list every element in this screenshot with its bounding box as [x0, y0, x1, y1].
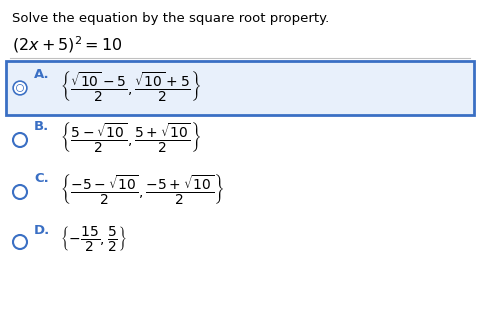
Text: C.: C.	[34, 172, 49, 185]
Text: $\left\{\dfrac{5-\sqrt{10}}{2},\dfrac{5+\sqrt{10}}{2}\right\}$: $\left\{\dfrac{5-\sqrt{10}}{2},\dfrac{5+…	[60, 120, 202, 154]
Circle shape	[13, 81, 27, 95]
Circle shape	[17, 85, 23, 90]
Text: $\left\{-\dfrac{15}{2},\dfrac{5}{2}\right\}$: $\left\{-\dfrac{15}{2},\dfrac{5}{2}\righ…	[60, 224, 127, 253]
Text: Solve the equation by the square root property.: Solve the equation by the square root pr…	[12, 12, 329, 25]
Text: A.: A.	[34, 68, 49, 81]
Text: $(2x + 5)^2 = 10$: $(2x + 5)^2 = 10$	[12, 34, 122, 55]
Text: $\left\{\dfrac{\sqrt{10}-5}{2},\dfrac{\sqrt{10}+5}{2}\right\}$: $\left\{\dfrac{\sqrt{10}-5}{2},\dfrac{\s…	[60, 69, 202, 103]
FancyBboxPatch shape	[6, 61, 474, 115]
Text: $\left\{\dfrac{-5-\sqrt{10}}{2},\dfrac{-5+\sqrt{10}}{2}\right\}$: $\left\{\dfrac{-5-\sqrt{10}}{2},\dfrac{-…	[60, 172, 225, 206]
Text: B.: B.	[34, 120, 49, 133]
Text: D.: D.	[34, 224, 50, 237]
